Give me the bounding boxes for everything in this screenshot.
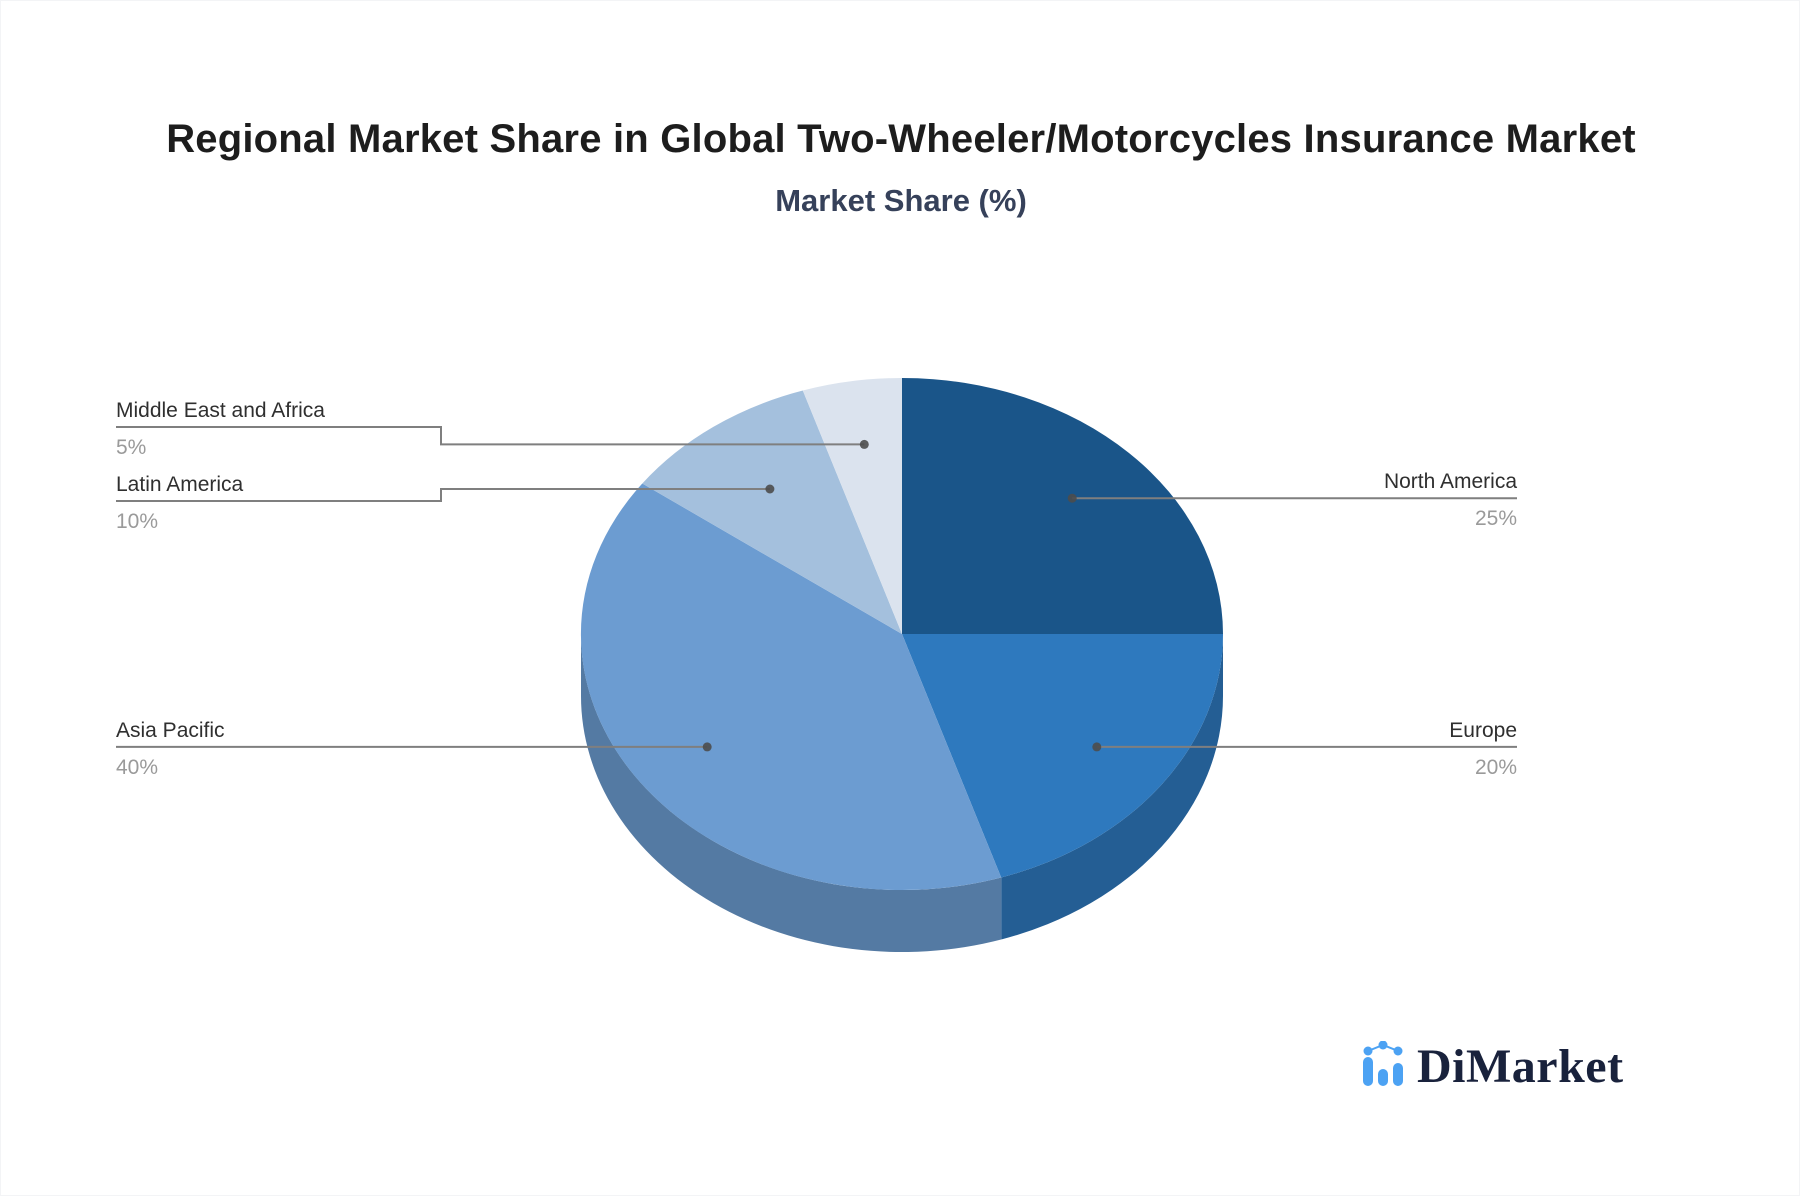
logo-bar bbox=[1393, 1063, 1403, 1086]
brand-name: DiMarket bbox=[1417, 1040, 1624, 1093]
slice-label-latin-america: Latin America 10% bbox=[116, 472, 476, 534]
callout-line-middle-east-and-africa bbox=[116, 426, 865, 446]
pie-slice-side-europe bbox=[1001, 634, 1223, 940]
slice-label-asia-pacific: Asia Pacific 40% bbox=[116, 718, 476, 780]
logo-dot bbox=[1378, 1041, 1388, 1050]
slice-percent: 25% bbox=[1474, 507, 1517, 530]
slice-name: North America bbox=[1383, 470, 1517, 493]
chart-title: Regional Market Share in Global Two-Whee… bbox=[166, 117, 1636, 161]
brand-logo: DiMarket bbox=[1361, 1041, 1624, 1093]
callout-line-latin-america bbox=[116, 488, 770, 502]
callout-dot-latin-america bbox=[765, 484, 775, 494]
slice-percent: 20% bbox=[1474, 756, 1517, 779]
slice-name: Latin America bbox=[116, 473, 244, 496]
slice-name: Europe bbox=[1449, 719, 1517, 742]
slice-percent: 10% bbox=[116, 510, 159, 533]
pie-slice-north-america[interactable] bbox=[902, 378, 1223, 634]
pie-slice-middle-east-and-africa[interactable] bbox=[802, 378, 902, 634]
slice-percent: 5% bbox=[116, 436, 147, 459]
callout-dot-north-america bbox=[1067, 493, 1077, 503]
pie-slice-asia-pacific[interactable] bbox=[580, 483, 1002, 891]
callout-dot-asia-pacific bbox=[702, 742, 712, 752]
logo-bar bbox=[1363, 1057, 1373, 1086]
logo-dot bbox=[1393, 1046, 1403, 1056]
pie-slice-side-asia-pacific bbox=[581, 634, 1002, 953]
slice-name: Asia Pacific bbox=[116, 719, 225, 742]
callout-dot-middle-east-and-africa bbox=[859, 439, 869, 449]
callout-dot-europe bbox=[1092, 742, 1102, 752]
logo-dot bbox=[1363, 1046, 1373, 1056]
slice-percent: 40% bbox=[116, 756, 159, 779]
slice-label-north-america: North America 25% bbox=[1157, 469, 1517, 531]
bar-chart-icon bbox=[1363, 1041, 1403, 1086]
pie-slice-europe[interactable] bbox=[902, 634, 1223, 878]
slice-label-middle-east-and-africa: Middle East and Africa 5% bbox=[116, 398, 476, 460]
pie-slice-latin-america[interactable] bbox=[642, 390, 902, 635]
slice-label-europe: Europe 20% bbox=[1157, 718, 1517, 780]
logo-bar bbox=[1378, 1069, 1388, 1086]
chart-subtitle: Market Share (%) bbox=[775, 183, 1027, 218]
slice-name: Middle East and Africa bbox=[116, 399, 325, 422]
